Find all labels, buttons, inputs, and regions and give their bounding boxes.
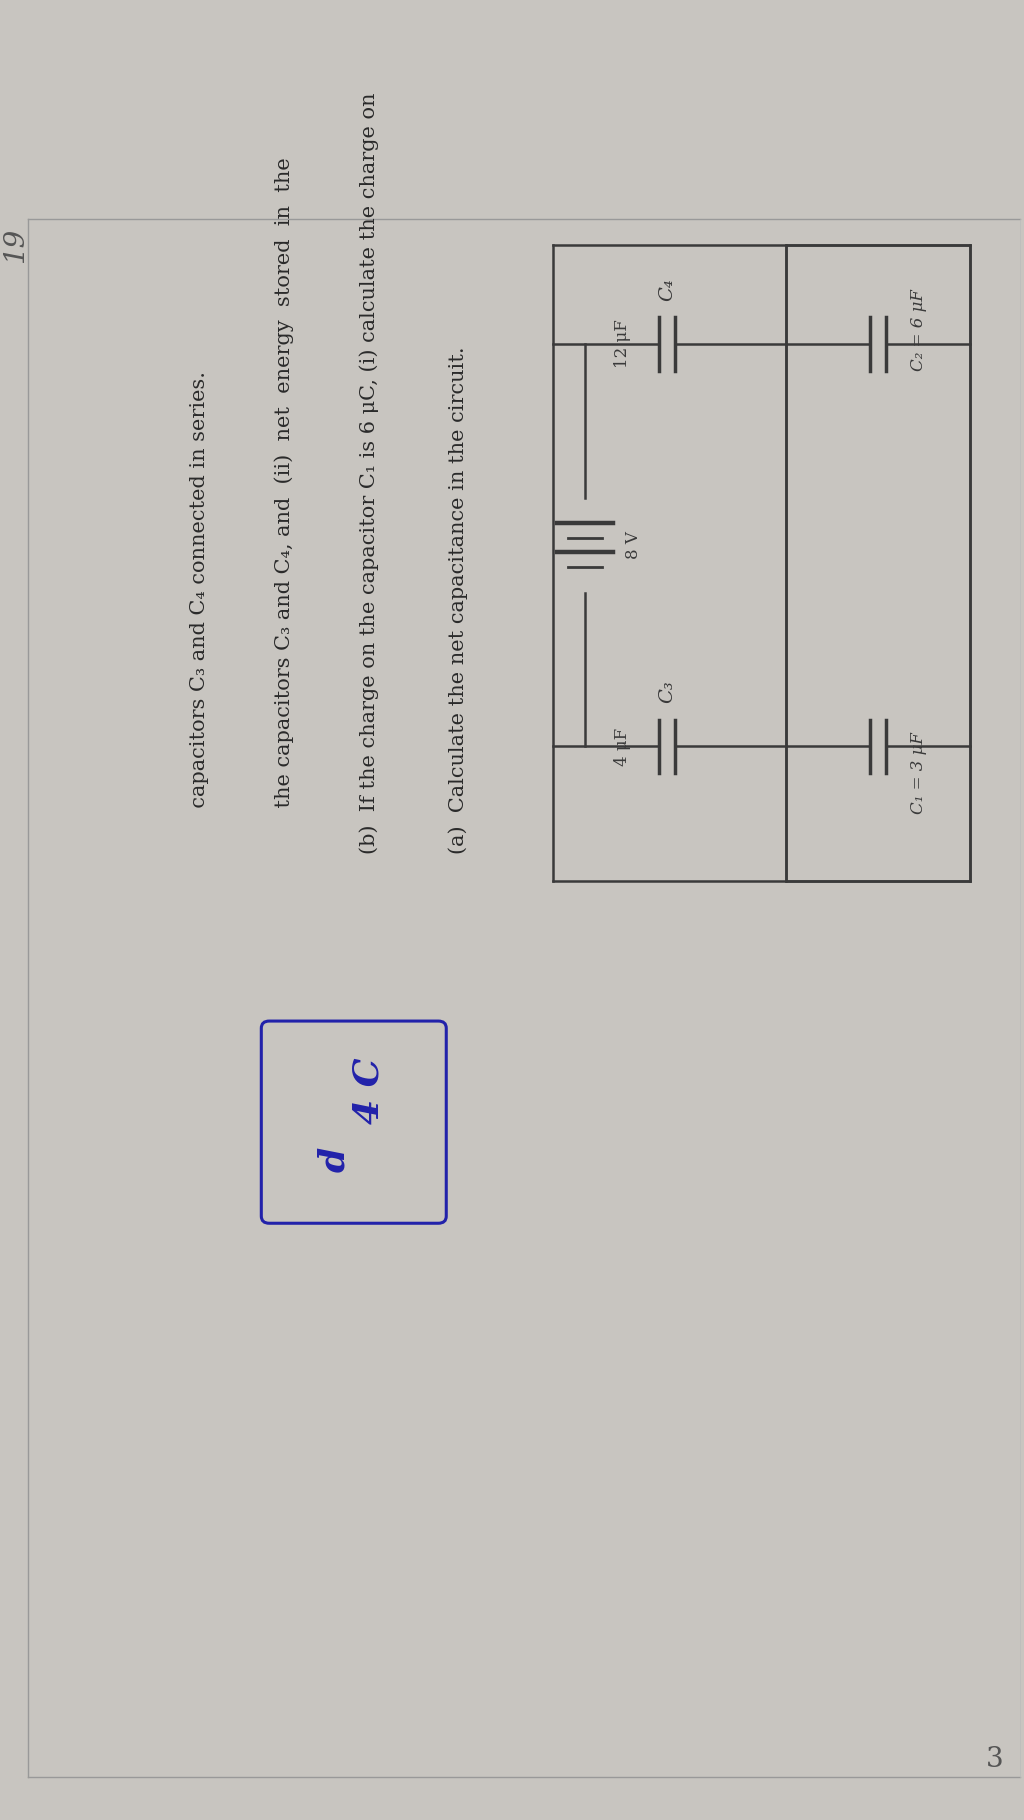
- Text: 4 μF: 4 μF: [613, 728, 631, 766]
- Text: (b)  If the charge on the capacitor C₁ is 6 μC, (i) calculate the charge on: (b) If the charge on the capacitor C₁ is…: [358, 93, 379, 854]
- Text: capacitors C₃ and C₄ connected in series.: capacitors C₃ and C₄ connected in series…: [190, 371, 209, 854]
- Text: 3: 3: [986, 1745, 1004, 1773]
- Text: the capacitors C₃ and C₄, and  (ii)  net  energy  stored  in  the: the capacitors C₃ and C₄, and (ii) net e…: [274, 157, 294, 854]
- Text: C₂ = 6 μF: C₂ = 6 μF: [909, 289, 927, 371]
- Bar: [786, 246, 971, 881]
- Text: C₄: C₄: [658, 278, 676, 300]
- Text: (a)  Calculate the net capacitance in the circuit.: (a) Calculate the net capacitance in the…: [449, 346, 468, 854]
- Text: 12 μF: 12 μF: [613, 318, 631, 368]
- Text: 8 V: 8 V: [625, 531, 642, 559]
- Text: C₁ = 3 μF: C₁ = 3 μF: [909, 732, 927, 814]
- Text: d: d: [316, 1147, 351, 1172]
- Text: 19: 19: [2, 228, 30, 264]
- Text: 4 C: 4 C: [351, 1057, 386, 1125]
- Text: C₃: C₃: [658, 681, 676, 704]
